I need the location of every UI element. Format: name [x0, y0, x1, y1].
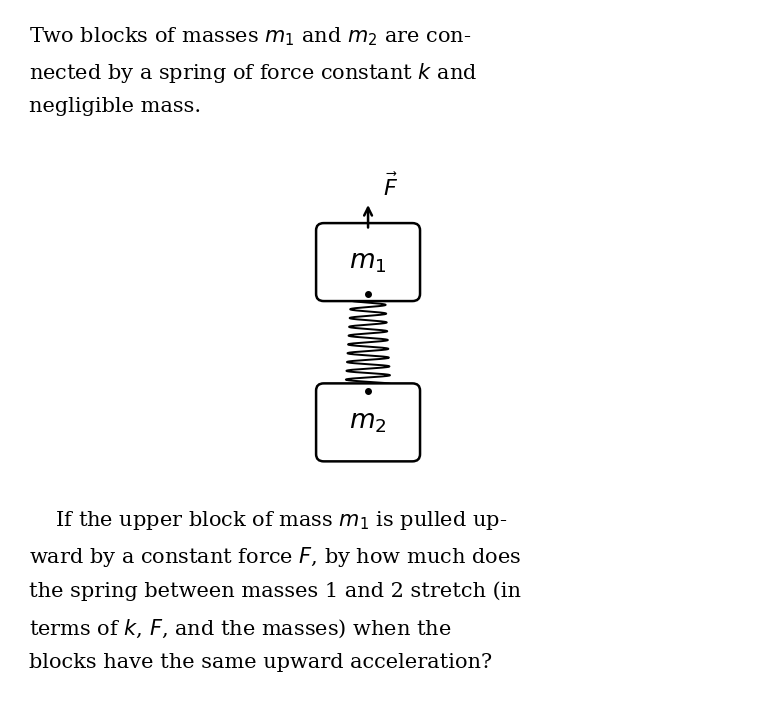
- Text: nected by a spring of force constant $k$ and: nected by a spring of force constant $k$…: [29, 61, 477, 85]
- Text: terms of $k$, $F$, and the masses) when the: terms of $k$, $F$, and the masses) when …: [29, 617, 452, 640]
- FancyBboxPatch shape: [316, 223, 420, 301]
- Text: Two blocks of masses $m_1$ and $m_2$ are con-: Two blocks of masses $m_1$ and $m_2$ are…: [29, 25, 472, 48]
- Text: negligible mass.: negligible mass.: [29, 97, 202, 116]
- Text: $\vec{F}$: $\vec{F}$: [383, 173, 398, 201]
- Text: ward by a constant force $F$, by how much does: ward by a constant force $F$, by how muc…: [29, 545, 521, 569]
- Text: If the upper block of mass $m_1$ is pulled up-: If the upper block of mass $m_1$ is pull…: [29, 509, 507, 532]
- Text: the spring between masses 1 and 2 stretch (in: the spring between masses 1 and 2 stretc…: [29, 581, 521, 601]
- Text: $m_2$: $m_2$: [350, 410, 387, 435]
- Text: blocks have the same upward acceleration?: blocks have the same upward acceleration…: [29, 653, 492, 672]
- FancyBboxPatch shape: [316, 383, 420, 461]
- Text: $m_1$: $m_1$: [350, 250, 387, 274]
